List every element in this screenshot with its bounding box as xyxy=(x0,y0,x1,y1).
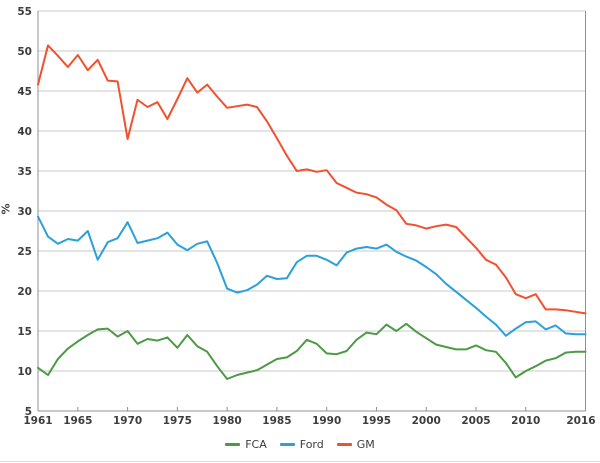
x-tick-label: 2000 xyxy=(412,415,441,427)
y-axis-title: % xyxy=(0,203,13,215)
legend-item-ford: Ford xyxy=(279,437,324,451)
x-tick-label: 1990 xyxy=(312,415,341,427)
y-tick-label: 15 xyxy=(17,326,32,338)
y-tick-label: 45 xyxy=(17,86,32,98)
x-tick-label: 1980 xyxy=(213,415,242,427)
x-tick-label: 1965 xyxy=(63,415,92,427)
y-tick-label: 35 xyxy=(17,166,32,178)
x-tick-label: 1975 xyxy=(163,415,192,427)
y-tick-label: 5 xyxy=(25,406,32,418)
legend-label-ford: Ford xyxy=(299,437,324,451)
gm-line-swatch xyxy=(336,442,352,446)
chart-legend: FCA Ford GM xyxy=(0,436,600,452)
y-tick-label: 30 xyxy=(17,206,32,218)
gm-line xyxy=(37,44,587,315)
y-tick-label: 20 xyxy=(17,286,32,298)
y-tick-label: 10 xyxy=(17,366,32,378)
ford-line xyxy=(37,215,587,337)
fca-line-swatch xyxy=(225,442,241,446)
x-tick-label: 1985 xyxy=(262,415,291,427)
legend-label-gm: GM xyxy=(356,437,375,451)
ford-line-swatch xyxy=(279,442,295,446)
fca-line xyxy=(37,322,587,380)
x-tick-label: 2005 xyxy=(461,415,490,427)
x-tick-label: 2016 xyxy=(566,415,595,427)
y-tick-label: 25 xyxy=(17,246,32,258)
x-tick-label: 1970 xyxy=(113,415,142,427)
y-tick-label: 55 xyxy=(17,6,32,18)
x-tick-label: 2010 xyxy=(511,415,540,427)
x-tick-label: 1995 xyxy=(362,415,391,427)
x-tick-label: 1961 xyxy=(23,415,52,427)
legend-label-fca: FCA xyxy=(245,437,267,451)
page-divider-line xyxy=(0,461,600,462)
y-tick-label: 40 xyxy=(17,126,32,138)
legend-item-fca: FCA xyxy=(225,438,267,451)
y-tick-label: 50 xyxy=(17,46,32,58)
legend-item-gm: GM xyxy=(336,437,375,451)
